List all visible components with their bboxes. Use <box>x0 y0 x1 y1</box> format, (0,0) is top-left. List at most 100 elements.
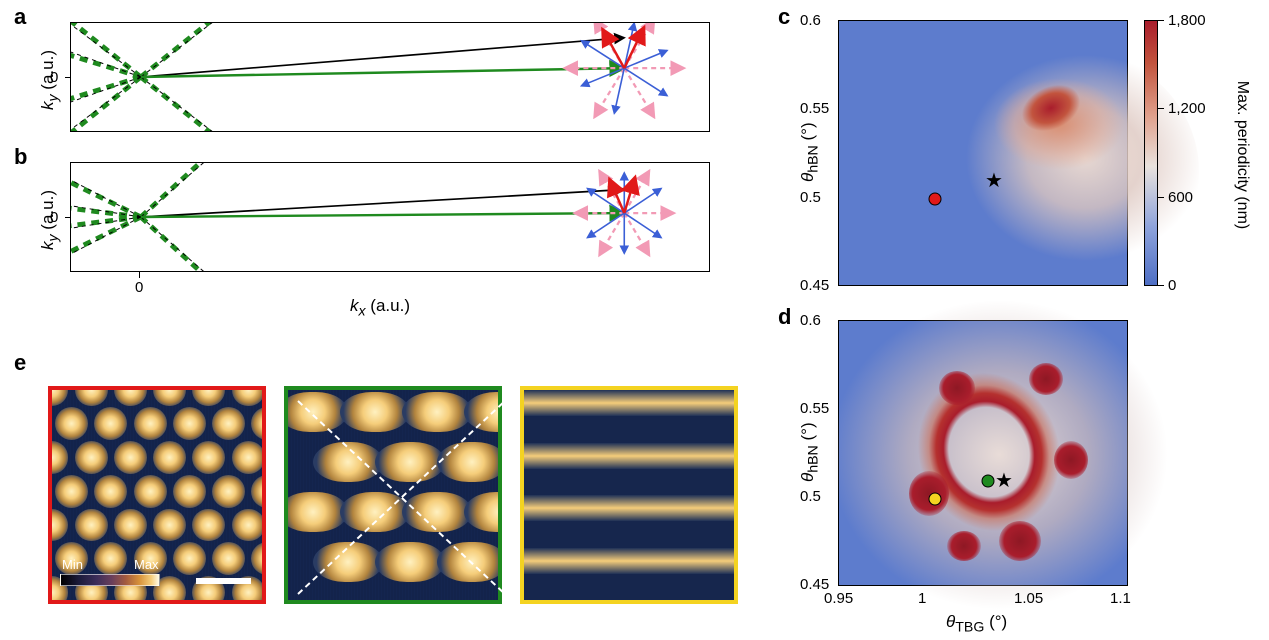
panel-a-plot <box>70 22 710 132</box>
panel-d-xlabel: θTBG (°) <box>946 612 1007 635</box>
cbar-tick-1200: 1,200 <box>1168 100 1206 117</box>
stripe-dark <box>524 416 734 442</box>
cbar-tick <box>1158 20 1164 21</box>
halo-layer-d <box>819 301 1179 621</box>
stripe-dark <box>524 469 734 495</box>
lattice-dot <box>48 407 49 440</box>
panel-e-image-yellow <box>520 386 738 604</box>
lattice-dot <box>173 475 206 508</box>
panel-c-ytick-055: 0.55 <box>800 100 829 117</box>
cbar-tick <box>1158 197 1164 198</box>
lattice-dot <box>94 475 127 508</box>
panel-d-ylabel: θhBN (°) <box>798 422 821 482</box>
lattice-dot <box>75 509 108 542</box>
superlattice-blob <box>402 492 472 532</box>
lattice-dot <box>153 441 186 474</box>
superlattice-blob <box>284 492 348 532</box>
panel-d-green-dot-marker <box>982 475 995 488</box>
stripe-bright <box>524 548 734 574</box>
panel-d-ytick-050: 0.5 <box>800 488 821 505</box>
superlattice-blob <box>375 442 445 482</box>
superlattice-blob <box>437 442 502 482</box>
panel-d-ytick-060: 0.6 <box>800 312 821 329</box>
lattice-dot <box>55 475 88 508</box>
peak-layer <box>1014 74 1088 141</box>
lattice-dot <box>173 407 206 440</box>
panel-d-xtick-105: 1.05 <box>1014 590 1043 607</box>
lattice-dot <box>134 407 167 440</box>
stripe-bright <box>524 390 734 416</box>
panel-a-ylabel: ky (a.u.) <box>38 50 61 110</box>
panel-e-max-label: Max <box>134 557 159 572</box>
cbar-title: Max. periodicity (nm) <box>1233 81 1251 229</box>
stripe-bright <box>524 495 734 521</box>
superlattice-blob <box>340 392 410 432</box>
panel-b-xtick-mark <box>139 272 140 278</box>
panel-d-xtick-110: 1.1 <box>1110 590 1131 607</box>
panel-e-mini-colorbar <box>60 574 160 586</box>
lattice-dot <box>48 542 49 575</box>
panel-c-heatmap: ★ <box>838 20 1128 286</box>
panel-e-label: e <box>14 350 26 376</box>
mid-layer <box>989 69 1129 179</box>
stripe-bright <box>524 443 734 469</box>
panel-c-star-marker: ★ <box>985 171 1003 191</box>
cbar-tick-0: 0 <box>1168 277 1176 294</box>
panel-b-plot <box>70 162 710 272</box>
panel-a-label: a <box>14 4 26 30</box>
panel-c-red-dot-marker <box>929 193 942 206</box>
panel-e-min-label: Min <box>62 557 83 572</box>
lattice-dot <box>134 475 167 508</box>
panel-b-svg <box>71 163 709 271</box>
panel-a-svg <box>71 23 709 131</box>
lattice-dot <box>212 407 245 440</box>
panel-c-ytick-050: 0.5 <box>800 189 821 206</box>
panel-ab-xlabel: kx (a.u.) <box>350 296 410 319</box>
lattice-dot <box>173 542 206 575</box>
ring-node <box>909 471 949 516</box>
panel-b-ytick-mark <box>65 217 70 218</box>
superlattice-blob <box>284 392 348 432</box>
figure-root: a <box>0 0 1269 640</box>
panel-c-ytick-045: 0.45 <box>800 277 829 294</box>
panel-d-heatmap: ★ <box>838 320 1128 586</box>
cbar-tick <box>1158 285 1164 286</box>
colorbar-gradient <box>1144 20 1158 286</box>
panel-d-label: d <box>778 304 791 330</box>
panel-a-ytick-mark <box>65 77 70 78</box>
panel-d-ytick-055: 0.55 <box>800 400 829 417</box>
lattice-dot <box>212 542 245 575</box>
stripe-dark <box>524 521 734 547</box>
lattice-dot <box>232 441 265 474</box>
cbar-tick <box>1158 108 1164 109</box>
ring-node <box>939 371 975 405</box>
panel-d-star-marker: ★ <box>995 471 1013 491</box>
lattice-dot <box>48 475 49 508</box>
lattice-dot <box>114 509 147 542</box>
ring-node <box>947 531 981 561</box>
panel-d-xtick-095: 0.95 <box>824 590 853 607</box>
colorbar <box>1144 20 1158 286</box>
superlattice-blob <box>499 442 502 482</box>
panel-c-ytick-060: 0.6 <box>800 12 821 29</box>
panel-c-ylabel: θhBN (°) <box>798 122 821 182</box>
ring-node <box>999 521 1041 561</box>
panel-e-scale-bar <box>196 578 251 584</box>
lattice-dot <box>212 475 245 508</box>
panel-d-xtick-100: 1 <box>918 590 926 607</box>
panel-b-label: b <box>14 144 27 170</box>
panel-d-yellow-dot-marker <box>929 493 942 506</box>
ring-node <box>1054 441 1088 479</box>
panel-ab-xtick-0: 0 <box>135 279 143 296</box>
lattice-dot <box>232 509 265 542</box>
superlattice-blob <box>402 392 472 432</box>
lattice-dot <box>75 441 108 474</box>
cbar-tick-600: 600 <box>1168 189 1193 206</box>
cbar-tick-1800: 1,800 <box>1168 12 1206 29</box>
panel-c-label: c <box>778 4 790 30</box>
stripe-dark <box>524 574 734 600</box>
ring-layer <box>874 334 1104 570</box>
superlattice-blob <box>375 542 445 582</box>
panel-b-ylabel: ky (a.u.) <box>38 190 61 250</box>
ring-node <box>1029 363 1063 395</box>
